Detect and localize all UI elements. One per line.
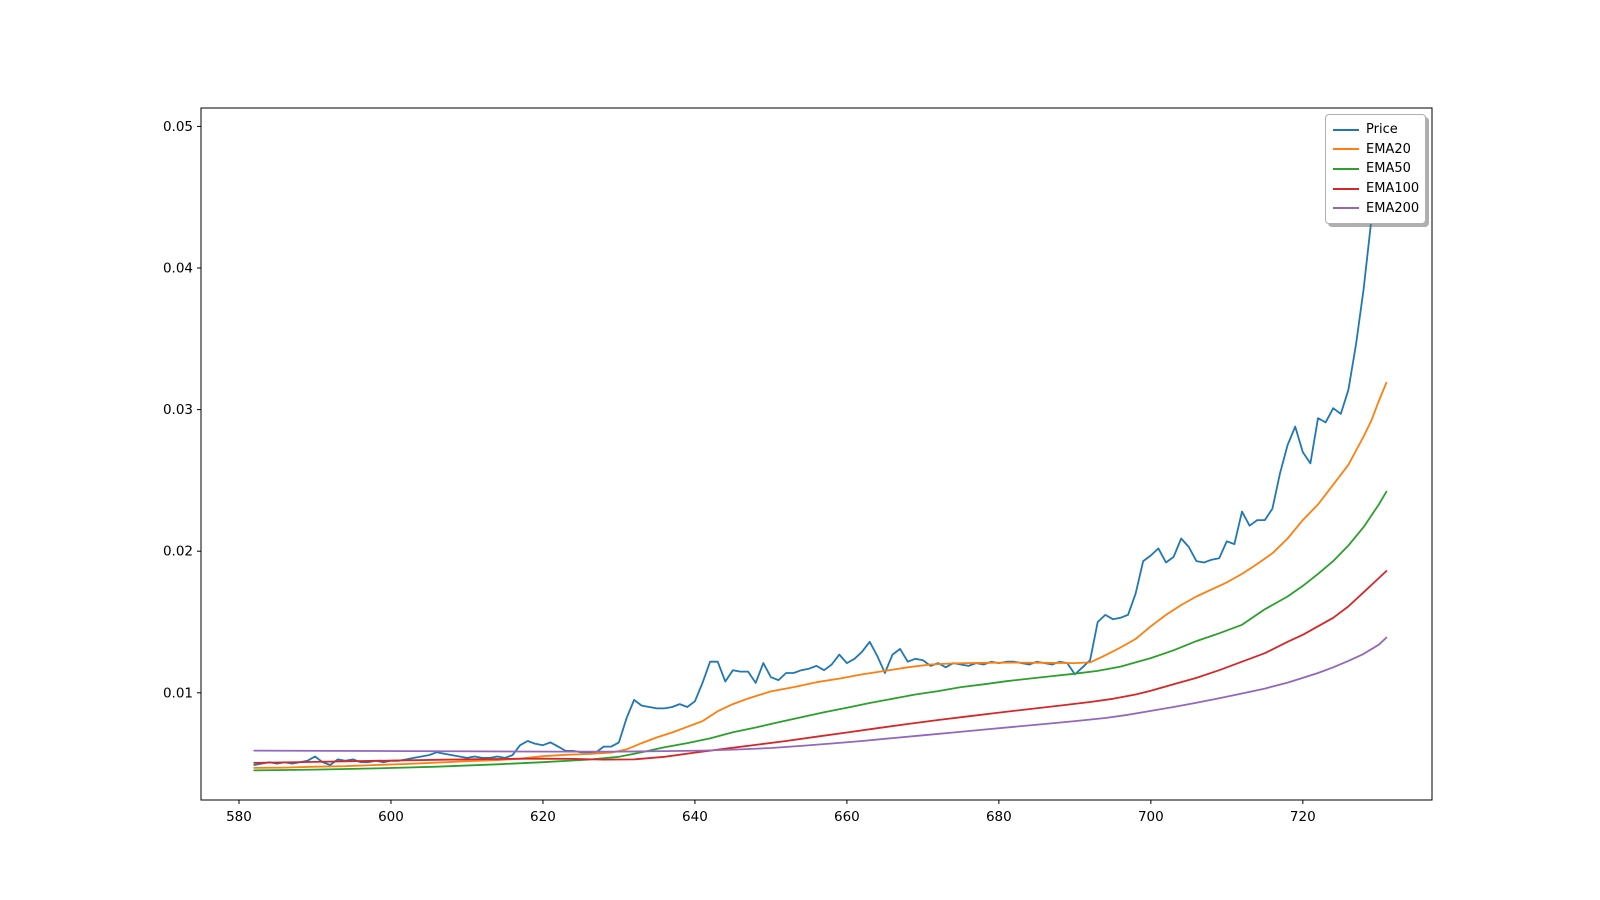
- x-tick-label: 640: [682, 809, 708, 825]
- axes-ticks: [197, 125, 1304, 804]
- legend-item-ema100: EMA100: [1333, 179, 1419, 199]
- legend-line-sample-price: [1333, 128, 1359, 131]
- series-EMA200: [253, 636, 1388, 753]
- legend-item-ema50: EMA50: [1333, 159, 1419, 179]
- legend-line-sample-ema100: [1333, 187, 1359, 190]
- x-tick-label: 700: [1138, 809, 1164, 825]
- legend-line-sample-ema50: [1333, 167, 1359, 170]
- legend-line-sample-ema20: [1333, 148, 1359, 151]
- x-tick-label: 660: [834, 809, 860, 825]
- series-EMA100: [253, 570, 1388, 764]
- x-tick-label: 620: [530, 809, 556, 825]
- series-EMA50: [253, 490, 1388, 772]
- x-tick-label: 720: [1290, 809, 1316, 825]
- x-tick-label: 580: [226, 809, 252, 825]
- legend-item-price: Price: [1333, 120, 1419, 140]
- y-tick-label: 0.03: [163, 402, 193, 418]
- series-lines: [253, 139, 1388, 772]
- legend-item-ema200: EMA200: [1333, 198, 1419, 218]
- y-tick-label: 0.05: [163, 119, 193, 135]
- y-tick-label: 0.01: [163, 685, 193, 701]
- y-tick-label: 0.04: [163, 261, 193, 277]
- axes-tick-labels: 580 600 620 640 660 680 700 720 0.01 0.02 0.03 0.04…: [163, 119, 1316, 825]
- legend: Price EMA20 EMA50 EMA100 EMA200: [1325, 114, 1426, 224]
- plot-border: [200, 107, 1433, 801]
- legend-item-ema20: EMA20: [1333, 140, 1419, 160]
- legend-line-sample-ema200: [1333, 207, 1359, 210]
- x-tick-label: 680: [986, 809, 1012, 825]
- legend-label-ema200: EMA200: [1366, 200, 1420, 216]
- y-tick-label: 0.02: [163, 544, 193, 560]
- legend-label-price: Price: [1366, 122, 1398, 138]
- series-Price: [253, 139, 1388, 766]
- legend-label-ema100: EMA100: [1366, 181, 1420, 197]
- x-tick-label: 600: [378, 809, 404, 825]
- legend-label-ema20: EMA20: [1366, 141, 1411, 157]
- series-EMA20: [253, 381, 1388, 769]
- legend-label-ema50: EMA50: [1366, 161, 1411, 177]
